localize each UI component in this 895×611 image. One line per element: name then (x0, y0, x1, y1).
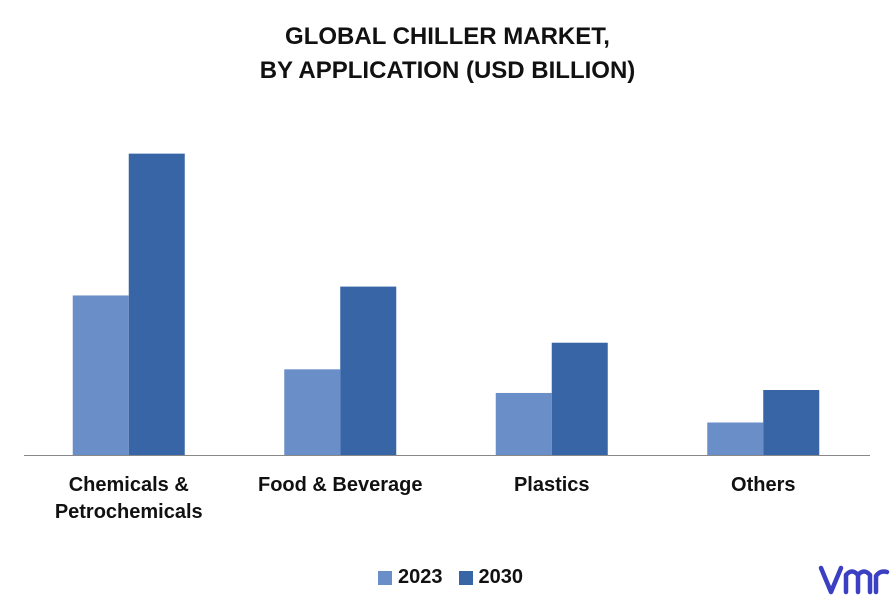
category-label-2: Plastics (513, 474, 590, 496)
bar-2030-3 (763, 390, 820, 455)
legend-item-2023: 2023 (378, 566, 443, 589)
category-label-0: Chemicals & Petrochemicals (54, 474, 203, 523)
bar-2023-2 (495, 392, 552, 455)
chart-title-line2: BY APPLICATION (USD BILLION) (259, 57, 636, 84)
bar-2030-2 (551, 342, 608, 455)
legend: 2023 2030 (378, 566, 539, 589)
chart-title-line1: GLOBAL CHILLER MARKET, (285, 23, 610, 50)
legend-swatch-2030 (458, 570, 473, 585)
legend-label-2030: 2030 (478, 566, 524, 588)
bar-2030-0 (128, 153, 185, 456)
bar-2023-0 (72, 295, 129, 455)
bar-2030-1 (340, 286, 397, 455)
legend-label-2023: 2023 (398, 566, 443, 588)
vmr-logo-icon (818, 565, 890, 595)
legend-item-2030: 2030 (458, 566, 524, 589)
bar-2023-3 (707, 422, 764, 455)
category-label-1: Food & Beverage (258, 474, 423, 496)
category-label-3: Others (731, 474, 796, 496)
legend-swatch-2023 (378, 570, 392, 585)
bar-2023-1 (284, 369, 341, 455)
